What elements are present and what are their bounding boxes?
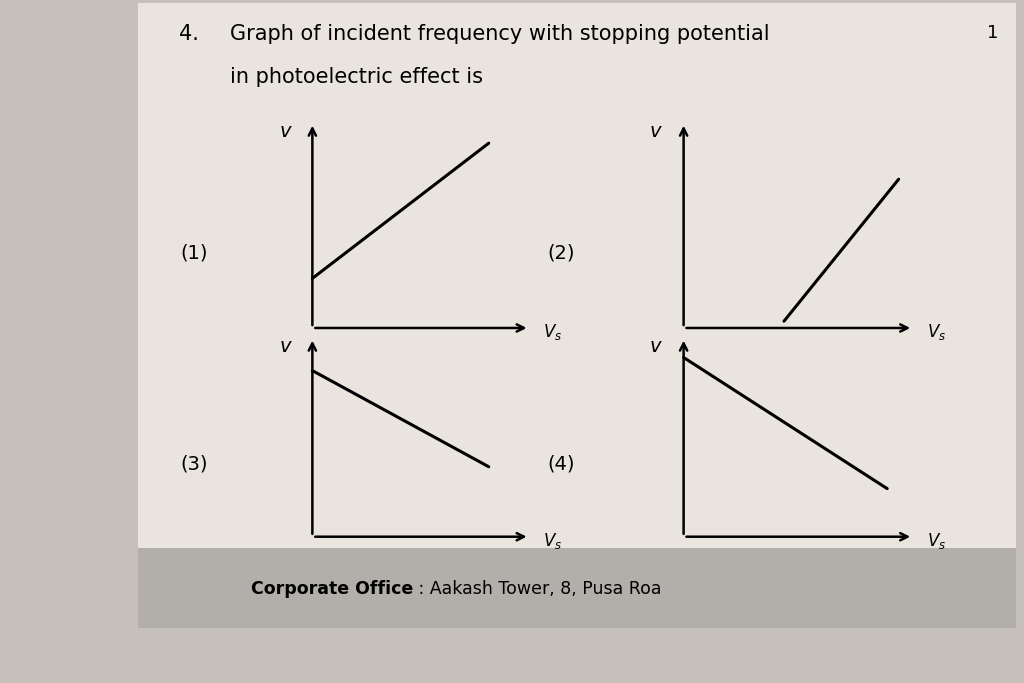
Text: v: v: [280, 337, 291, 356]
Text: (3): (3): [181, 455, 208, 474]
Text: $V_s$: $V_s$: [543, 531, 562, 551]
Text: in photoelectric effect is: in photoelectric effect is: [230, 67, 483, 87]
Text: $V_s$: $V_s$: [543, 322, 562, 342]
Text: (4): (4): [548, 455, 574, 474]
Text: 1: 1: [987, 24, 998, 42]
Text: Graph of incident frequency with stopping potential: Graph of incident frequency with stoppin…: [230, 24, 770, 44]
Text: v: v: [280, 122, 291, 141]
Text: Corporate Office: Corporate Office: [251, 580, 413, 598]
Text: $V_s$: $V_s$: [928, 322, 946, 342]
Text: v: v: [649, 122, 660, 141]
Text: $V_s$: $V_s$: [928, 531, 946, 551]
Text: : Aakash Tower, 8, Pusa Roa: : Aakash Tower, 8, Pusa Roa: [413, 580, 662, 598]
Text: 4.: 4.: [179, 24, 199, 44]
Text: v: v: [649, 337, 660, 356]
Text: (1): (1): [181, 243, 208, 262]
Text: (2): (2): [548, 243, 574, 262]
